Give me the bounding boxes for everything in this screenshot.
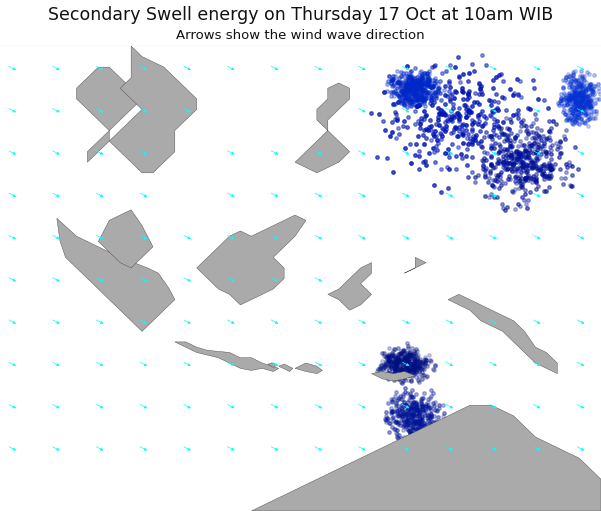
Polygon shape [57,218,175,331]
Polygon shape [371,371,415,381]
Polygon shape [295,83,350,173]
Polygon shape [267,363,278,367]
Polygon shape [404,258,426,273]
Polygon shape [279,364,293,371]
Polygon shape [175,342,279,371]
Polygon shape [295,363,322,374]
Polygon shape [328,263,371,310]
Polygon shape [76,67,142,162]
Polygon shape [448,294,557,374]
Polygon shape [99,210,153,268]
Polygon shape [197,215,306,305]
Text: Secondary Swell energy on Thursday 17 Oct at 10am WIB: Secondary Swell energy on Thursday 17 Oc… [48,6,553,24]
Polygon shape [251,405,601,511]
Text: Arrows show the wind wave direction: Arrows show the wind wave direction [176,29,425,42]
Polygon shape [109,46,197,173]
